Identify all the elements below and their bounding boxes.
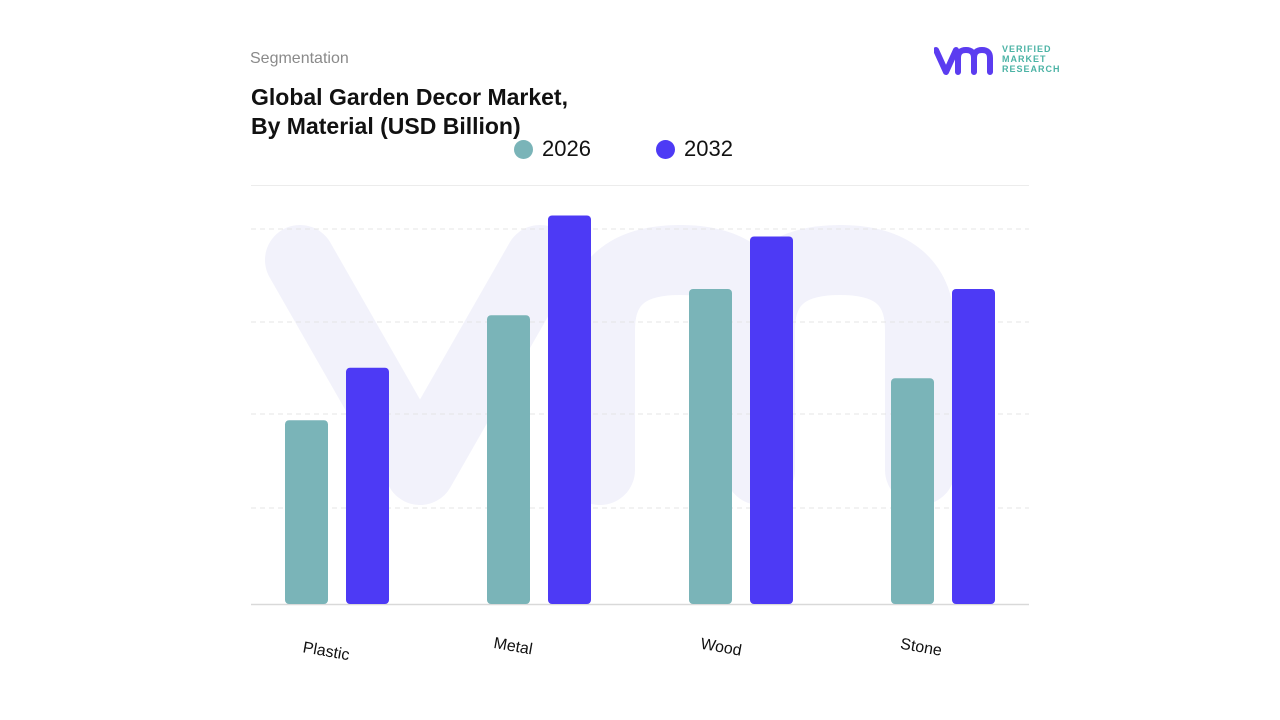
bar-stone-2026: [891, 378, 934, 604]
x-tick-label-plastic: Plastic: [301, 639, 350, 664]
bar-metal-2026: [487, 315, 530, 604]
chart-title-line-2: By Material (USD Billion): [251, 113, 521, 139]
verified-market-research-logo: VERIFIED MARKET RESEARCH: [934, 42, 1064, 78]
bar-plastic-2026: [285, 420, 328, 604]
x-tick-label-metal: Metal: [492, 635, 533, 659]
chart-title-line-1: Global Garden Decor Market,: [251, 84, 568, 110]
bar-stone-2032: [952, 289, 995, 604]
bar-wood-2026: [689, 289, 732, 604]
bar-metal-2032: [548, 215, 591, 604]
logo-wordmark: VERIFIED MARKET RESEARCH: [1002, 44, 1061, 74]
bar-plastic-2032: [346, 367, 389, 604]
chart-title: Global Garden Decor Market, By Material …: [251, 83, 568, 141]
legend-label-2032: 2032: [684, 136, 733, 161]
vmr-logo-icon: [934, 46, 993, 75]
bar-wood-2032: [750, 236, 793, 604]
x-tick-label-stone: Stone: [899, 636, 943, 660]
vmr-watermark: [265, 224, 955, 505]
logo-line-1: VERIFIED: [1002, 44, 1052, 54]
logo-line-2: MARKET: [1002, 54, 1047, 64]
legend-swatch-2032: [656, 139, 675, 159]
segmentation-label: Segmentation: [250, 50, 349, 67]
legend-label-2026: 2026: [542, 136, 591, 161]
legend-item-2026: 2026: [514, 136, 591, 162]
x-tick-label-wood: Wood: [699, 636, 743, 660]
logo-line-3: RESEARCH: [1002, 64, 1061, 74]
bars: [285, 215, 995, 604]
legend-swatch-2026: [514, 139, 533, 159]
legend-item-2032: 2032: [656, 136, 733, 162]
x-tick-labels: Plastic Metal Wood Stone: [301, 635, 943, 664]
